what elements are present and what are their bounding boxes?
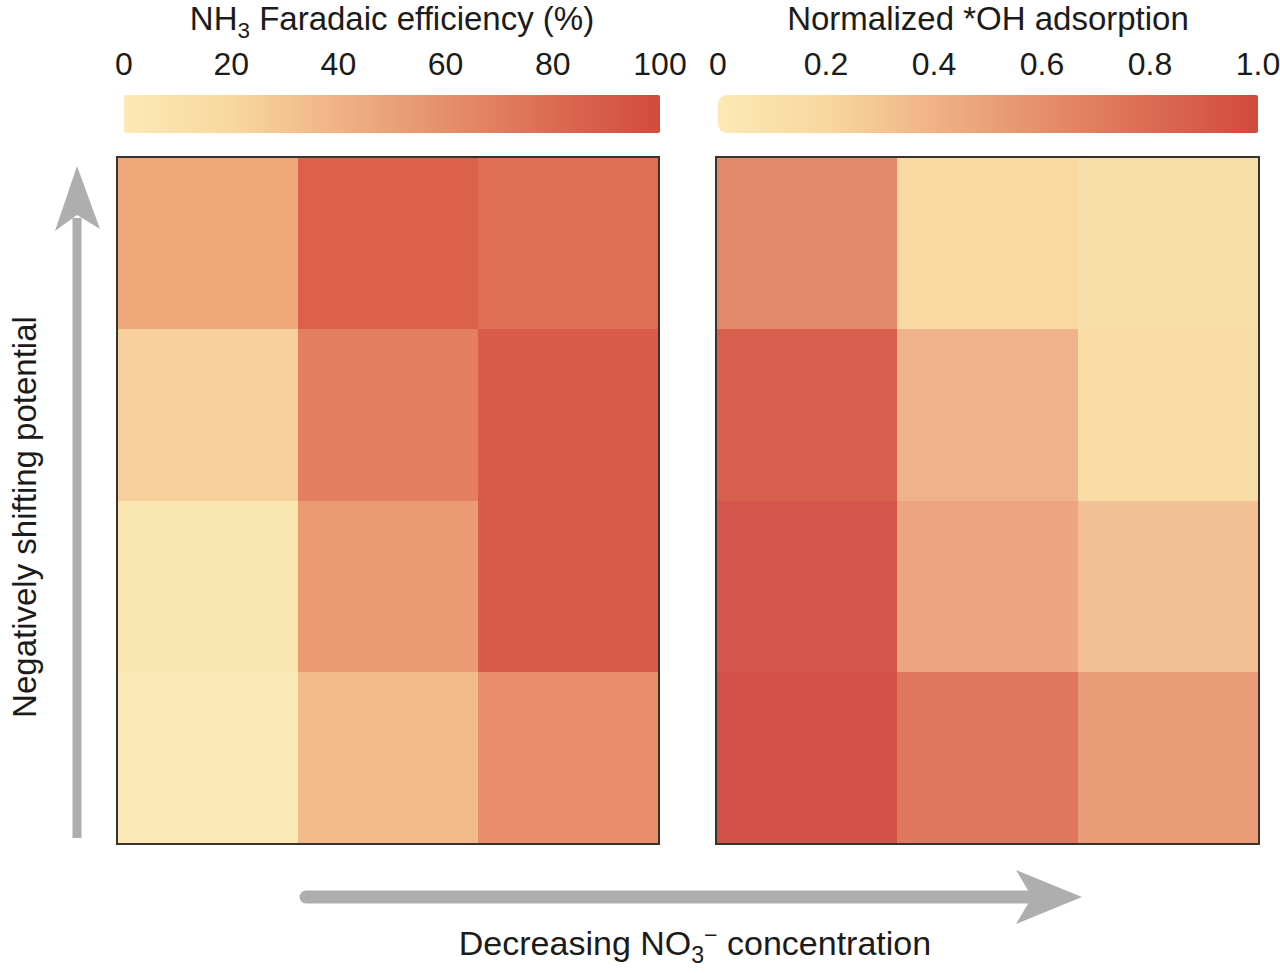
heatmap-cell: [717, 501, 897, 672]
heatmap-cell: [897, 158, 1077, 329]
heatmap-cell: [298, 158, 478, 329]
right-arrow: [290, 868, 1090, 926]
x-label-prefix: Decreasing NO: [459, 924, 691, 962]
right-colorbar: [718, 95, 1258, 133]
left-title-prefix: NH: [190, 0, 238, 37]
figure: NH3 Faradaic efficiency (%) Normalized *…: [0, 0, 1280, 973]
heatmap-cell: [118, 501, 298, 672]
heatmap-cell: [717, 158, 897, 329]
colorbar-tick-label: 40: [321, 46, 357, 83]
heatmap-cell: [118, 672, 298, 843]
heatmap-cell: [1078, 501, 1258, 672]
colorbar-tick-label: 1.0: [1236, 46, 1280, 83]
left-heatmap: [116, 156, 660, 845]
right-colorbar-title: Normalized *OH adsorption: [688, 0, 1280, 38]
heatmap-cell: [298, 329, 478, 500]
right-colorbar-tick-labels: 00.20.40.60.81.0: [718, 46, 1258, 86]
heatmap-cell: [118, 329, 298, 500]
heatmap-cell: [1078, 158, 1258, 329]
colorbar-tick-label: 0.6: [1020, 46, 1064, 83]
right-heatmap: [715, 156, 1260, 845]
heatmap-cell: [897, 501, 1077, 672]
left-title-subscript: 3: [238, 18, 250, 43]
colorbar-tick-label: 0: [115, 46, 133, 83]
up-arrow: [52, 158, 104, 845]
heatmap-cell: [478, 501, 658, 672]
left-colorbar-title: NH3 Faradaic efficiency (%): [92, 0, 692, 44]
y-axis-label: Negatively shifting potential: [6, 316, 44, 718]
heatmap-cell: [897, 672, 1077, 843]
colorbar-tick-label: 80: [535, 46, 571, 83]
colorbar-tick-label: 0.8: [1128, 46, 1172, 83]
heatmap-cell: [478, 158, 658, 329]
left-colorbar-tick-labels: 020406080100: [124, 46, 660, 86]
colorbar-tick-label: 20: [213, 46, 249, 83]
heatmap-cell: [478, 672, 658, 843]
colorbar-tick-label: 0: [709, 46, 727, 83]
x-label-subscript: 3: [691, 942, 704, 968]
heatmap-cell: [897, 329, 1077, 500]
heatmap-cell: [478, 329, 658, 500]
left-colorbar: [124, 95, 660, 133]
colorbar-tick-label: 100: [633, 46, 686, 83]
heatmap-cell: [1078, 672, 1258, 843]
x-label-suffix: concentration: [718, 924, 932, 962]
colorbar-tick-label: 0.2: [804, 46, 848, 83]
heatmap-cell: [298, 501, 478, 672]
heatmap-cell: [118, 158, 298, 329]
heatmap-cell: [717, 672, 897, 843]
x-label-superscript: −: [704, 922, 718, 948]
x-axis-label: Decreasing NO3− concentration: [395, 922, 995, 969]
right-title-text: Normalized *OH adsorption: [787, 0, 1189, 37]
colorbar-tick-label: 0.4: [912, 46, 956, 83]
colorbar-tick-label: 60: [428, 46, 464, 83]
heatmap-cell: [717, 329, 897, 500]
heatmap-cell: [298, 672, 478, 843]
left-title-suffix: Faradaic efficiency (%): [250, 0, 594, 37]
heatmap-cell: [1078, 329, 1258, 500]
